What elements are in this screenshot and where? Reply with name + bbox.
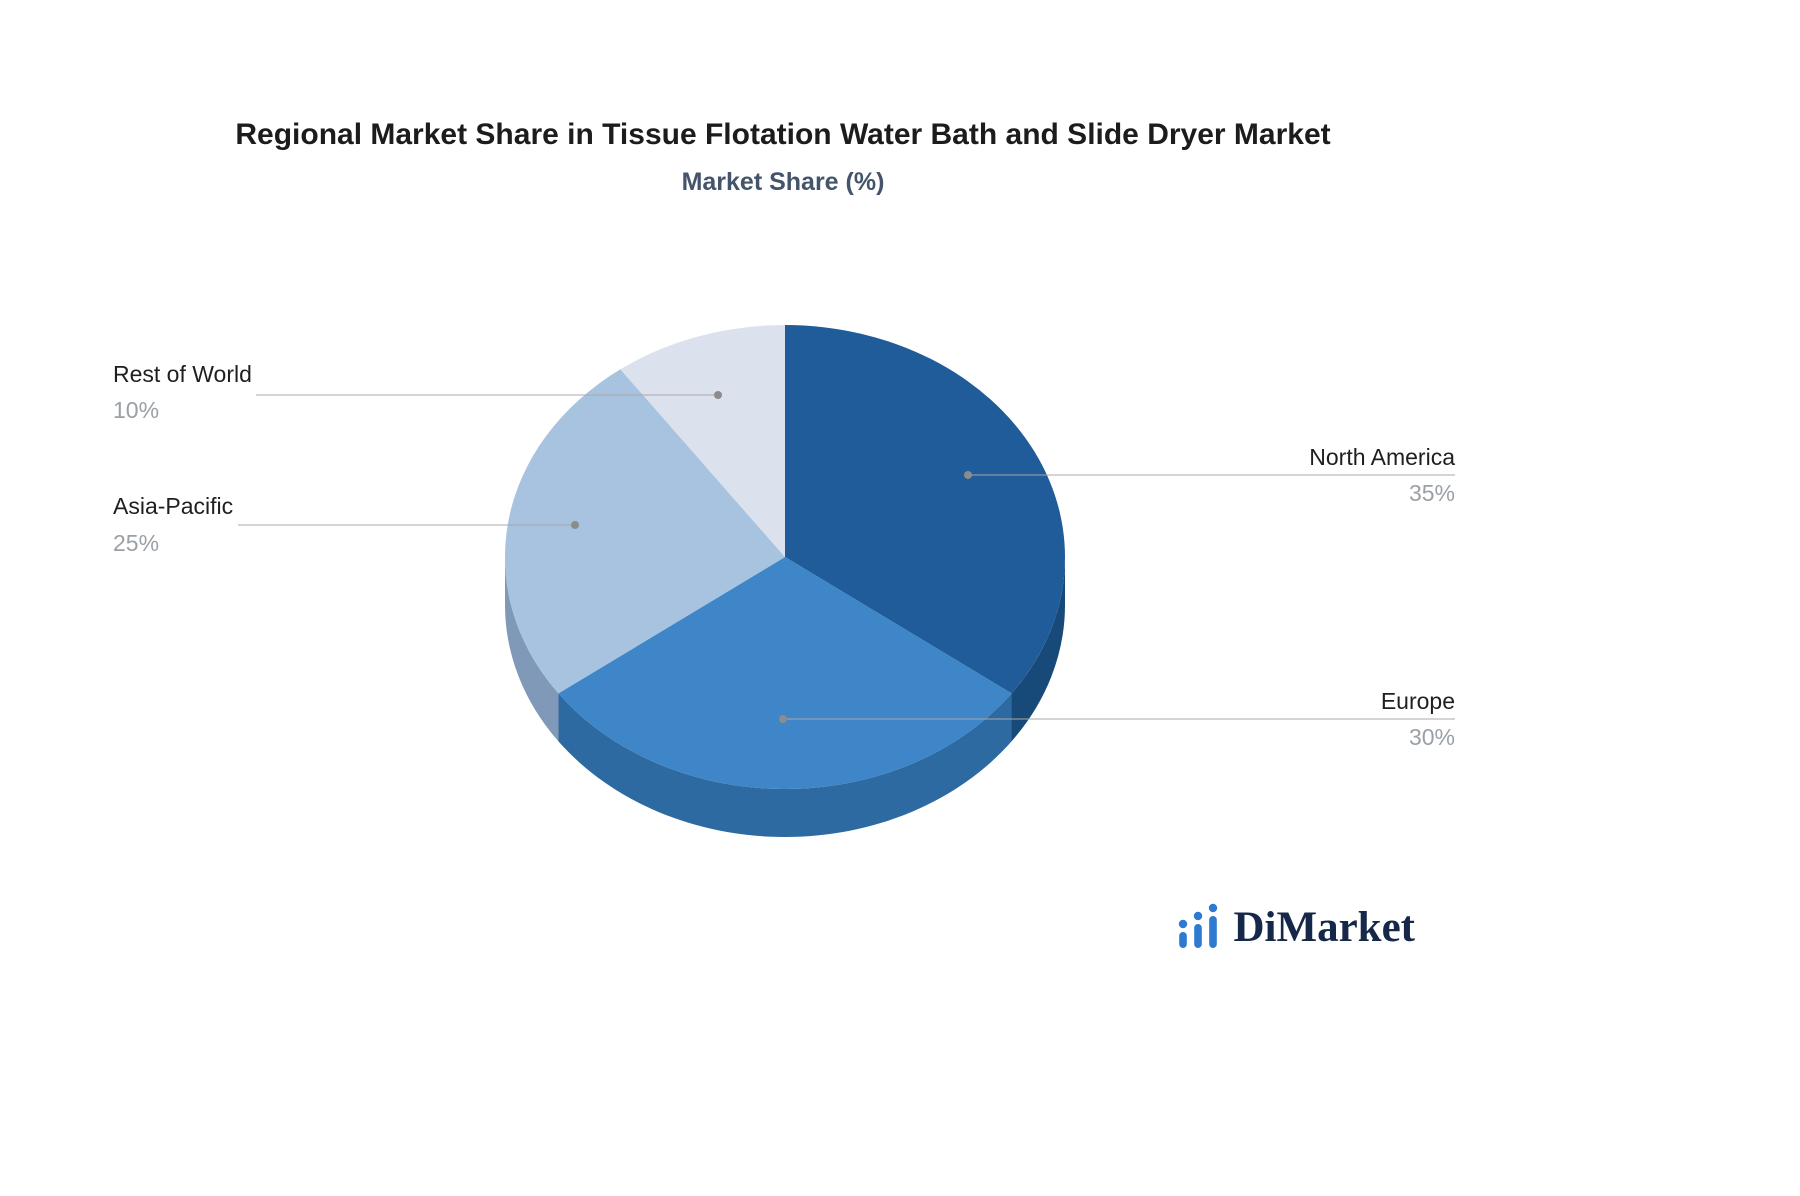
pie-slice-europe <box>558 557 1012 789</box>
pie-side-asia-pacific <box>505 557 559 742</box>
pie-slice-asia-pacific <box>504 369 785 694</box>
dimarket-logo-text: DiMarket <box>1233 903 1416 951</box>
callout-label-asia-pacific: Asia-Pacific <box>113 493 234 519</box>
callout-value-rest-of-world: 10% <box>113 397 160 423</box>
callout-label-rest-of-world: Rest of World <box>113 361 252 387</box>
chart-subtitle: Market Share (%) <box>681 168 885 196</box>
pie-slice-rest-of-world <box>620 325 785 557</box>
callout-label-north-america: North America <box>1309 444 1455 470</box>
pie-slice-north-america <box>785 325 1065 694</box>
chart-title: Regional Market Share in Tissue Flotatio… <box>235 118 1331 151</box>
dimarket-logo-icon <box>1178 903 1217 948</box>
pie-side-europe <box>558 693 1012 837</box>
callout-dot-asia-pacific <box>571 521 579 529</box>
callout-dot-north-america <box>964 471 972 479</box>
callout-value-north-america: 35% <box>1408 480 1455 506</box>
callout-label-europe: Europe <box>1380 688 1455 714</box>
dimarket-logo: DiMarket <box>1176 900 1416 951</box>
callout-dot-europe <box>779 715 787 723</box>
pie-side-north-america <box>1011 557 1065 742</box>
callout-dot-rest-of-world <box>714 391 722 399</box>
callout-value-asia-pacific: 25% <box>113 530 160 556</box>
callout-value-europe: 30% <box>1408 724 1455 750</box>
